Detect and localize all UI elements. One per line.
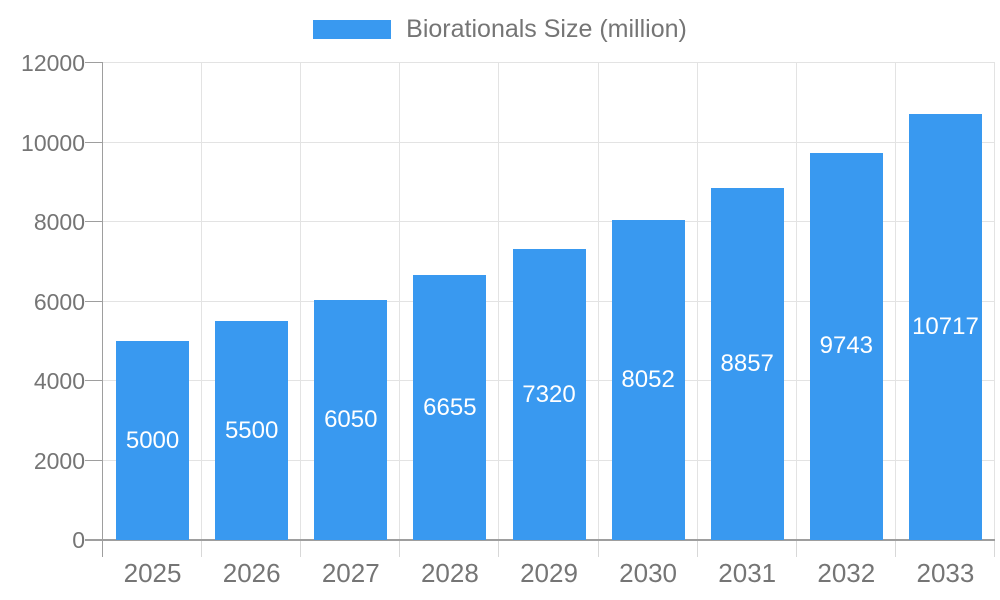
x-tick-mark bbox=[300, 540, 302, 557]
x-tick-mark bbox=[201, 540, 203, 557]
bar[interactable]: 5000 bbox=[116, 341, 190, 540]
x-tick-mark bbox=[894, 540, 896, 557]
x-gridline bbox=[300, 63, 302, 540]
x-gridline bbox=[894, 63, 896, 540]
x-gridline bbox=[795, 63, 797, 540]
bar[interactable]: 9743 bbox=[809, 152, 883, 540]
x-tick-mark bbox=[696, 540, 698, 557]
y-tick-label: 4000 bbox=[33, 368, 85, 394]
bar-value-label: 6050 bbox=[324, 405, 378, 433]
x-tick-mark bbox=[994, 540, 995, 557]
x-tick-mark bbox=[399, 540, 401, 557]
y-tick-label: 6000 bbox=[33, 288, 85, 315]
bar[interactable]: 8857 bbox=[710, 187, 784, 540]
y-tick-mark bbox=[85, 459, 103, 461]
x-gridline bbox=[201, 63, 203, 540]
legend: Biorationals Size (million) bbox=[0, 12, 1000, 46]
x-tick-label: 2028 bbox=[420, 558, 479, 588]
x-tick-label: 2033 bbox=[916, 558, 975, 588]
x-tick-mark bbox=[597, 540, 599, 557]
bar-value-label: 6655 bbox=[423, 393, 477, 421]
y-tick-label: 12000 bbox=[21, 50, 85, 76]
y-tick-mark bbox=[85, 221, 103, 222]
x-tick-mark bbox=[795, 540, 797, 557]
legend-label: Biorationals Size (million) bbox=[406, 14, 687, 43]
y-tick-mark bbox=[85, 380, 103, 381]
x-tick-label: 2031 bbox=[718, 558, 777, 588]
y-axis-line bbox=[102, 63, 103, 557]
x-tick-label: 2032 bbox=[817, 558, 876, 588]
x-tick-label: 2030 bbox=[619, 558, 678, 588]
x-tick-label: 2026 bbox=[222, 558, 281, 588]
bar-value-label: 9743 bbox=[819, 332, 874, 360]
x-axis-line bbox=[85, 539, 995, 541]
x-gridline bbox=[696, 63, 698, 540]
bar[interactable]: 6050 bbox=[314, 299, 388, 540]
bar-value-label: 5500 bbox=[224, 416, 279, 444]
y-tick-mark bbox=[85, 300, 103, 302]
bar[interactable]: 8052 bbox=[611, 219, 685, 540]
legend-swatch bbox=[313, 19, 392, 39]
bar-value-label: 10717 bbox=[912, 312, 979, 340]
x-gridline bbox=[498, 63, 500, 540]
y-gridline bbox=[103, 62, 995, 63]
bar[interactable]: 7320 bbox=[512, 249, 586, 540]
y-tick-mark bbox=[85, 62, 103, 63]
y-tick-label: 0 bbox=[72, 527, 85, 553]
y-tick-label: 10000 bbox=[21, 129, 85, 156]
y-tick-mark bbox=[85, 141, 103, 143]
bar[interactable]: 10717 bbox=[908, 113, 982, 540]
y-tick-label: 8000 bbox=[33, 209, 85, 235]
x-gridline bbox=[994, 63, 995, 540]
x-gridline bbox=[399, 63, 401, 540]
bar-value-label: 7320 bbox=[522, 380, 576, 408]
x-tick-label: 2027 bbox=[321, 558, 380, 588]
bar-value-label: 8052 bbox=[621, 365, 675, 393]
legend-item-biorationals[interactable]: Biorationals Size (million) bbox=[313, 15, 687, 44]
y-gridline bbox=[103, 221, 995, 222]
x-tick-label: 2025 bbox=[123, 558, 182, 588]
x-tick-label: 2029 bbox=[520, 558, 578, 588]
bar[interactable]: 6655 bbox=[413, 275, 487, 540]
bar-value-label: 5000 bbox=[125, 426, 180, 454]
x-tick-mark bbox=[498, 540, 500, 557]
x-gridline bbox=[597, 63, 599, 540]
bar-value-label: 8857 bbox=[720, 349, 774, 377]
y-tick-label: 2000 bbox=[33, 447, 85, 474]
bar[interactable]: 5500 bbox=[215, 321, 289, 540]
y-gridline bbox=[103, 141, 995, 143]
